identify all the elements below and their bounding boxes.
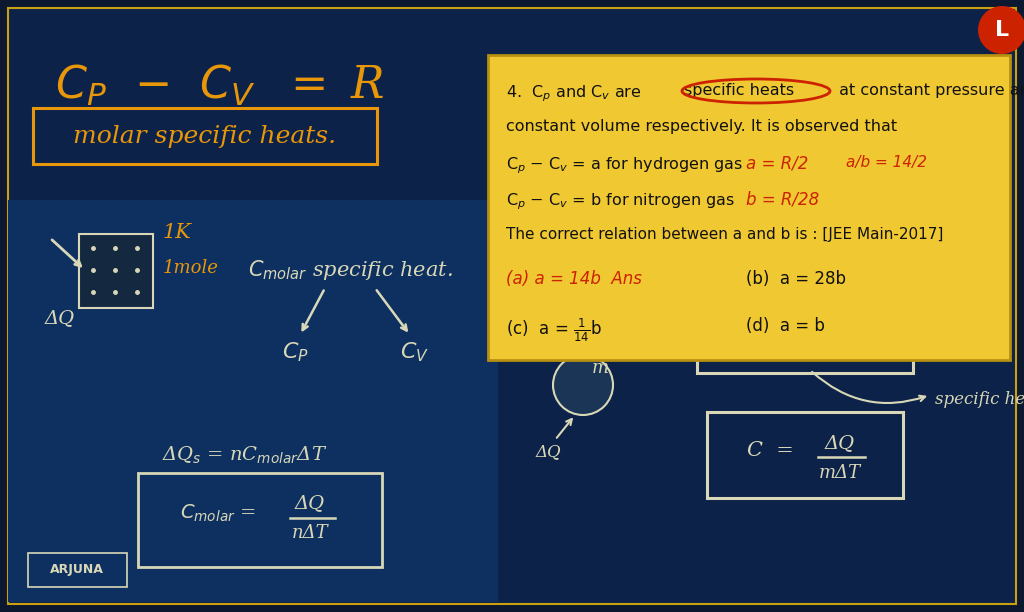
FancyBboxPatch shape — [8, 8, 1016, 604]
FancyBboxPatch shape — [488, 55, 1010, 360]
Text: b = R/28: b = R/28 — [746, 191, 819, 209]
Text: ΔQ: ΔQ — [295, 494, 325, 512]
Text: $C_{molar}$ specific heat.: $C_{molar}$ specific heat. — [248, 258, 453, 282]
Text: 1mole: 1mole — [163, 259, 219, 277]
Text: a = R/2: a = R/2 — [746, 155, 808, 173]
Text: L: L — [995, 20, 1009, 40]
Text: $C_P$: $C_P$ — [282, 340, 308, 364]
Text: (b)  a = 28b: (b) a = 28b — [746, 271, 846, 288]
Text: $C_P$  $-$  $C_V$  $=$ R: $C_P$ $-$ $C_V$ $=$ R — [55, 62, 385, 108]
Text: (c)  a = $\frac{1}{14}$b: (c) a = $\frac{1}{14}$b — [506, 317, 602, 345]
Circle shape — [553, 355, 613, 415]
Text: (d)  a = b: (d) a = b — [746, 317, 825, 335]
Text: ΔQ: ΔQ — [825, 434, 855, 452]
Text: ΔQ$_s$ = nC$_{molar}$ΔT: ΔQ$_s$ = nC$_{molar}$ΔT — [163, 444, 328, 466]
FancyBboxPatch shape — [8, 200, 498, 602]
FancyBboxPatch shape — [79, 234, 153, 308]
Text: C$_p$ − C$_v$ = b for nitrogen gas: C$_p$ − C$_v$ = b for nitrogen gas — [506, 191, 734, 212]
Text: mΔT: mΔT — [819, 464, 861, 482]
Text: a/b = 14/2: a/b = 14/2 — [846, 155, 927, 170]
Text: ΔQ = mCΔT: ΔQ = mCΔT — [737, 333, 873, 355]
Text: (a) a = 14b  Ans: (a) a = 14b Ans — [506, 271, 642, 288]
Text: constant volume respectively. It is observed that: constant volume respectively. It is obse… — [506, 119, 897, 134]
Text: m: m — [592, 359, 608, 377]
Text: $C_{molar}$ =: $C_{molar}$ = — [180, 502, 256, 524]
Text: ΔQ: ΔQ — [536, 444, 561, 460]
Text: nΔT: nΔT — [292, 524, 329, 542]
Text: 1K: 1K — [163, 223, 191, 242]
Text: 4.  C$_p$ and C$_v$ are: 4. C$_p$ and C$_v$ are — [506, 83, 641, 103]
Text: The correct relation between a and b is : [JEE Main-2017]: The correct relation between a and b is … — [506, 227, 943, 242]
Text: molar specific heats.: molar specific heats. — [74, 124, 337, 147]
Text: ARJUNA: ARJUNA — [50, 564, 104, 577]
Text: at constant pressure and: at constant pressure and — [834, 83, 1024, 98]
Text: C  =: C = — [746, 441, 794, 460]
Text: ΔQ: ΔQ — [45, 309, 75, 327]
Text: specific heats: specific heats — [684, 83, 795, 98]
Text: $C_V$: $C_V$ — [400, 340, 429, 364]
Circle shape — [978, 6, 1024, 54]
Text: C$_p$ − C$_v$ = a for hydrogen gas: C$_p$ − C$_v$ = a for hydrogen gas — [506, 155, 743, 176]
Text: specific heat: specific heat — [935, 392, 1024, 408]
Text: ΔT: ΔT — [626, 339, 650, 357]
